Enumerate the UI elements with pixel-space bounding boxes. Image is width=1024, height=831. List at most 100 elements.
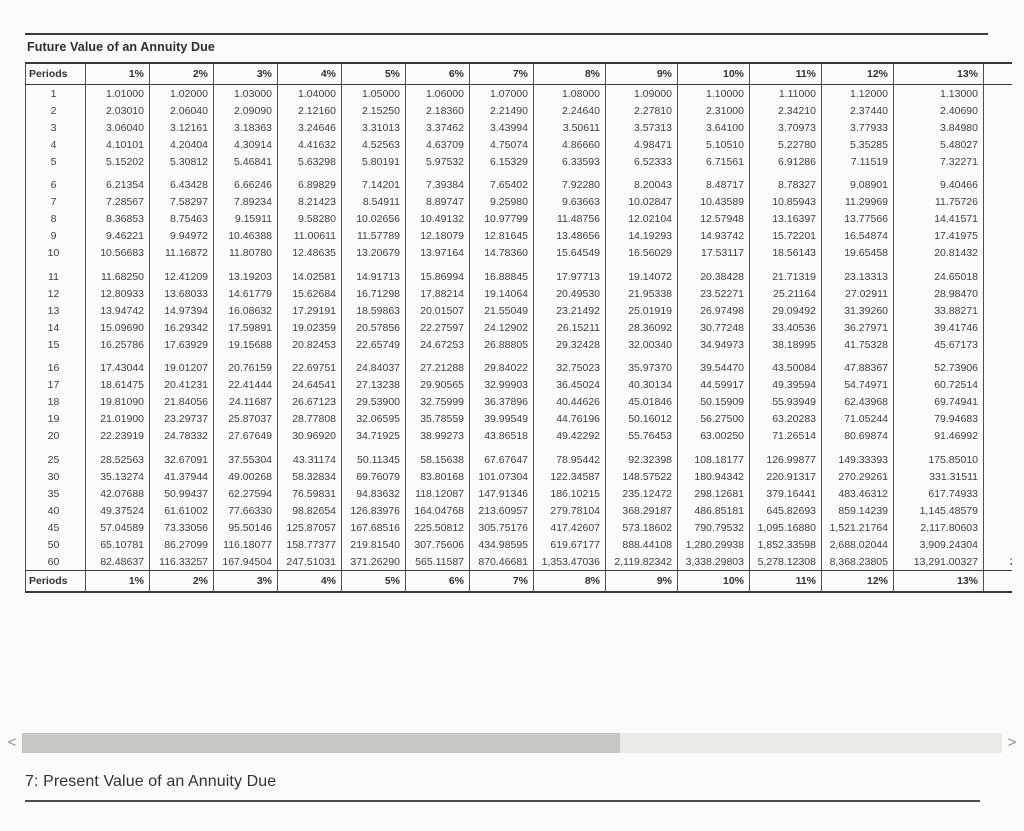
period-cell: 16 [25, 353, 86, 377]
value-cell: 45.67173 [893, 336, 984, 353]
value-cell: 1,521.21764 [821, 519, 894, 536]
value-cell: 50.11345 [341, 444, 406, 468]
value-cell: 7.32271 [893, 153, 984, 170]
value-cell: 21.84056 [149, 393, 214, 411]
value-cell: 55.76453 [605, 427, 678, 445]
table-row: 25 28.52563 32.67091 37.55304 43.31174 50.113… [25, 444, 1012, 468]
value-cell: 38.99273 [405, 427, 470, 445]
scroll-left-icon[interactable]: < [7, 734, 17, 751]
value-cell: 20.49530 [533, 285, 606, 302]
value-cell: 17.53117 [677, 244, 750, 262]
period-cell: 35 [25, 485, 86, 502]
table-row: 30 35.13274 41.37944 49.00268 58.32834 69.760… [25, 468, 1012, 485]
value-cell: 63.00250 [677, 427, 750, 445]
value-cell: 24.12902 [469, 319, 534, 336]
value-cell: 29.32428 [533, 336, 606, 353]
value-cell: 126.83976 [341, 502, 406, 519]
rate-footer-cell: 3% [213, 570, 278, 593]
period-cell: 7 [25, 193, 86, 211]
value-cell: 116.33257 [149, 553, 214, 571]
value-cell: 270.29261 [821, 468, 894, 485]
value-cell: 24.78332 [149, 427, 214, 445]
value-cell: 417.42607 [533, 519, 606, 536]
value-cell: 15.72201 [749, 227, 822, 245]
value-cell: 77.66330 [213, 502, 278, 519]
value-cell: 2.24640 [533, 102, 606, 119]
value-cell: 20.57856 [341, 319, 406, 336]
value-cell: 5,278.12308 [749, 553, 822, 571]
rate-footer-cell: 6% [405, 570, 470, 593]
value-cell: 32.00340 [605, 336, 678, 353]
value-cell: 3.92114 [983, 119, 1012, 136]
rate-header-cell: 4% [277, 62, 342, 85]
value-cell: 148.57522 [605, 468, 678, 485]
value-cell: 30.77248 [677, 319, 750, 336]
value-cell: 186.10215 [533, 485, 606, 502]
value-cell: 65.10781 [85, 536, 150, 553]
value-cell: 36.45024 [533, 376, 606, 394]
value-cell: 13.20679 [341, 244, 406, 262]
value-cell: 2.43960 [983, 102, 1012, 119]
value-cell: 2.09090 [213, 102, 278, 119]
value-cell: 3.43994 [469, 119, 534, 136]
value-cell: 12.81645 [469, 227, 534, 245]
value-cell: 3.31013 [341, 119, 406, 136]
value-cell: 28.52563 [85, 444, 150, 468]
horizontal-scrollbar[interactable]: < > [2, 731, 1022, 755]
value-cell: 25.01919 [605, 302, 678, 319]
value-cell: 9.63663 [533, 193, 606, 211]
value-cell: 21.95338 [605, 285, 678, 302]
value-cell: 9.94972 [149, 227, 214, 245]
table-row: 50 65.10781 86.27099 116.18077 158.77377 219.… [25, 536, 1012, 553]
value-cell: 10.46388 [213, 227, 278, 245]
rate-header-cell: 2% [149, 62, 214, 85]
value-cell: 29.90565 [405, 376, 470, 394]
rate-footer-cell: 12% [821, 570, 894, 593]
table-row: 10 10.56683 11.16872 11.80780 12.48635 13.206… [25, 244, 1012, 262]
value-cell: 50.15909 [677, 393, 750, 411]
rate-footer-cell: 9% [605, 570, 678, 593]
rate-header-cell: 7% [469, 62, 534, 85]
period-cell: 40 [25, 502, 86, 519]
value-cell: 7.53552 [983, 153, 1012, 170]
scrollbar-track[interactable] [22, 733, 1002, 753]
value-cell: 55.93949 [749, 393, 822, 411]
rate-footer-cell: 11% [749, 570, 822, 593]
value-cell: 5.10510 [677, 136, 750, 153]
rate-footer-cell: 1% [85, 570, 150, 593]
value-cell: 307.75606 [405, 536, 470, 553]
rate-header-cell: 12% [821, 62, 894, 85]
value-cell: 13.68033 [149, 285, 214, 302]
value-cell: 790.67294 [983, 485, 1012, 502]
scrollbar-thumb[interactable] [22, 733, 620, 753]
value-cell: 58.15638 [405, 444, 470, 468]
value-cell: 573.18602 [605, 519, 678, 536]
period-cell: 6 [25, 170, 86, 194]
period-cell: 60 [25, 553, 86, 571]
value-cell: 8.75463 [149, 210, 214, 228]
value-cell: 7.89234 [213, 193, 278, 211]
value-cell: 175.85010 [893, 444, 984, 468]
value-cell: 32.99903 [469, 376, 534, 394]
value-cell: 22.41444 [213, 376, 278, 394]
value-cell: 1.13000 [893, 84, 984, 102]
value-cell: 2.03010 [85, 102, 150, 119]
period-cell: 14 [25, 319, 86, 336]
table-row: 14 15.09690 16.29342 17.59891 19.02359 20.578… [25, 319, 1012, 336]
value-cell: 21,130.05176 [983, 553, 1012, 571]
value-cell: 9.25980 [469, 193, 534, 211]
value-cell: 13,291.00327 [893, 553, 984, 571]
value-cell: 3.64100 [677, 119, 750, 136]
value-cell: 62.27594 [213, 485, 278, 502]
value-cell: 12.48635 [277, 244, 342, 262]
value-cell: 125.87057 [277, 519, 342, 536]
scroll-right-icon[interactable]: > [1007, 734, 1017, 751]
value-cell: 8,368.23805 [821, 553, 894, 571]
value-cell: 36.58107 [983, 302, 1012, 319]
value-cell: 6.21354 [85, 170, 150, 194]
value-cell: 56.27500 [677, 410, 750, 428]
value-cell: 34.94973 [677, 336, 750, 353]
value-cell: 5.97532 [405, 153, 470, 170]
